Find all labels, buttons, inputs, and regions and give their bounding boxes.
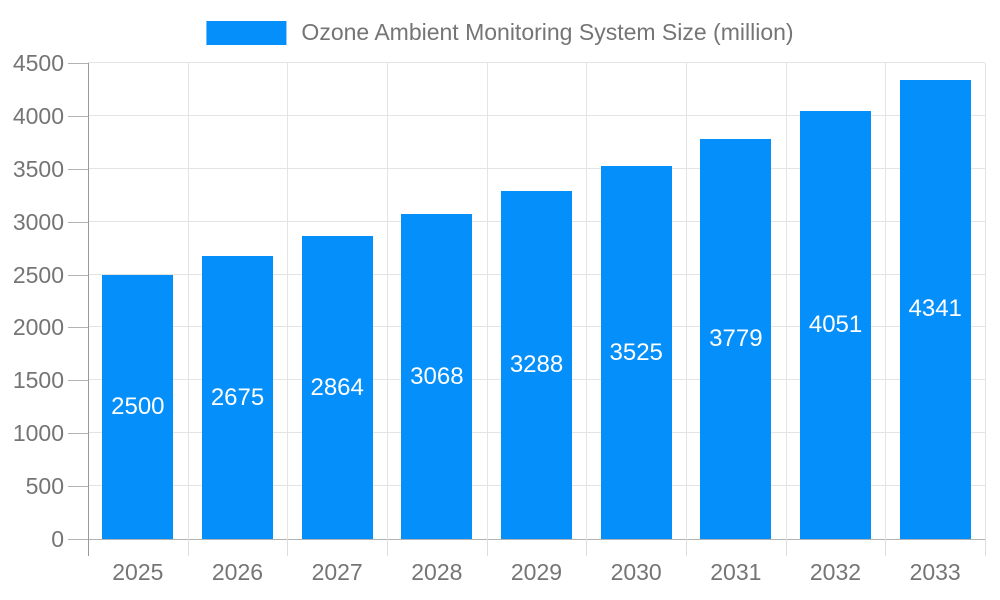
- y-tick-mark: [68, 433, 88, 435]
- bar-cell: 2864: [287, 63, 387, 539]
- bar[interactable]: 3779: [700, 139, 772, 539]
- y-tick-label: 0: [51, 526, 64, 552]
- x-tick-mark: [387, 539, 388, 556]
- v-gridline: [985, 63, 986, 539]
- v-gridline: [486, 63, 488, 539]
- bar[interactable]: 4051: [800, 110, 871, 539]
- y-tick-mark: [68, 115, 88, 117]
- y-tick-label: 3500: [12, 155, 64, 182]
- bar-value-label: 3779: [709, 325, 763, 353]
- bar-value-label: 4341: [908, 295, 962, 323]
- y-tick-mark: [68, 380, 88, 382]
- v-gridline: [287, 63, 289, 539]
- x-tick-mark: [486, 539, 488, 556]
- bar-value-label: 3288: [509, 351, 564, 379]
- bars-container: 2500 2675 2864 3068 3288 3525 3779 4051 4341: [88, 63, 985, 539]
- y-tick-label: 4500: [12, 50, 64, 76]
- x-tick-label: 2028: [411, 559, 463, 585]
- bar-value-label: 2864: [310, 373, 364, 401]
- bar-value-label: 3068: [410, 362, 464, 390]
- bar-cell: 4341: [885, 63, 985, 539]
- h-gridline: [88, 167, 985, 169]
- y-tick-mark: [68, 168, 88, 170]
- y-tick-label: 4000: [12, 102, 64, 129]
- legend-label: Ozone Ambient Monitoring System Size (mi…: [301, 19, 794, 45]
- bar-cell: 3068: [387, 63, 487, 539]
- y-axis-line: [88, 63, 89, 556]
- y-tick-label: 2500: [12, 261, 64, 288]
- y-tick-mark: [68, 221, 88, 223]
- y-tick-label: 2000: [12, 314, 64, 341]
- x-tick-mark: [785, 539, 787, 556]
- bar[interactable]: 2864: [301, 236, 373, 539]
- v-gridline: [885, 63, 887, 539]
- v-gridline: [685, 63, 687, 539]
- bar-cell: 2500: [88, 63, 188, 539]
- x-tick-label: 2032: [809, 559, 862, 585]
- y-tick-mark: [68, 63, 88, 64]
- y-tick-mark: [68, 486, 88, 488]
- y-tick-label: 1000: [12, 420, 64, 447]
- y-tick-mark: [68, 274, 88, 276]
- bar-value-label: 2500: [111, 392, 165, 420]
- bar[interactable]: 3068: [401, 214, 473, 539]
- x-tick-mark: [586, 539, 588, 556]
- bar-cell: 3288: [487, 63, 587, 539]
- plot-area: 2500 2675 2864 3068 3288 3525 3779 4051 4341: [68, 62, 986, 540]
- x-tick-label: 2033: [909, 559, 961, 585]
- x-axis-baseline: [68, 539, 985, 540]
- bar[interactable]: 3288: [501, 191, 572, 539]
- bar-value-label: 3525: [609, 338, 663, 366]
- bar[interactable]: 3525: [600, 166, 672, 539]
- x-tick-label: 2026: [211, 559, 264, 585]
- x-tick-label: 2030: [610, 559, 662, 585]
- y-tick-mark: [68, 327, 88, 329]
- bar-cell: 4051: [786, 63, 886, 539]
- bar-value-label: 4051: [808, 310, 863, 338]
- legend-swatch: [206, 20, 287, 45]
- v-gridline: [785, 63, 787, 539]
- y-tick-label: 500: [25, 473, 64, 500]
- y-tick-label: 3000: [12, 208, 64, 235]
- bar-cell: 3525: [586, 63, 686, 539]
- bar-cell: 2675: [188, 63, 288, 539]
- bar[interactable]: 4341: [899, 79, 971, 539]
- x-tick-mark: [686, 539, 687, 556]
- h-gridline: [88, 114, 985, 116]
- v-gridline: [386, 63, 388, 539]
- x-tick-label: 2029: [510, 559, 563, 585]
- x-tick-label: 2027: [311, 559, 363, 585]
- x-tick-mark: [885, 539, 887, 556]
- v-gridline: [586, 63, 588, 539]
- y-tick-label: 1500: [12, 367, 64, 394]
- bar-value-label: 2675: [210, 383, 265, 411]
- y-tick-mark: [68, 539, 88, 540]
- x-tick-label: 2031: [710, 559, 762, 585]
- x-tick-mark: [985, 539, 986, 556]
- v-gridline: [187, 63, 189, 539]
- x-tick-mark: [287, 539, 289, 556]
- legend[interactable]: Ozone Ambient Monitoring System Size (mi…: [206, 19, 794, 46]
- x-tick-label: 2025: [112, 559, 164, 585]
- h-gridline: [88, 62, 985, 63]
- bar[interactable]: 2500: [102, 274, 174, 539]
- bar[interactable]: 2675: [202, 256, 273, 539]
- x-tick-mark: [187, 539, 189, 556]
- bar-cell: 3779: [686, 63, 786, 539]
